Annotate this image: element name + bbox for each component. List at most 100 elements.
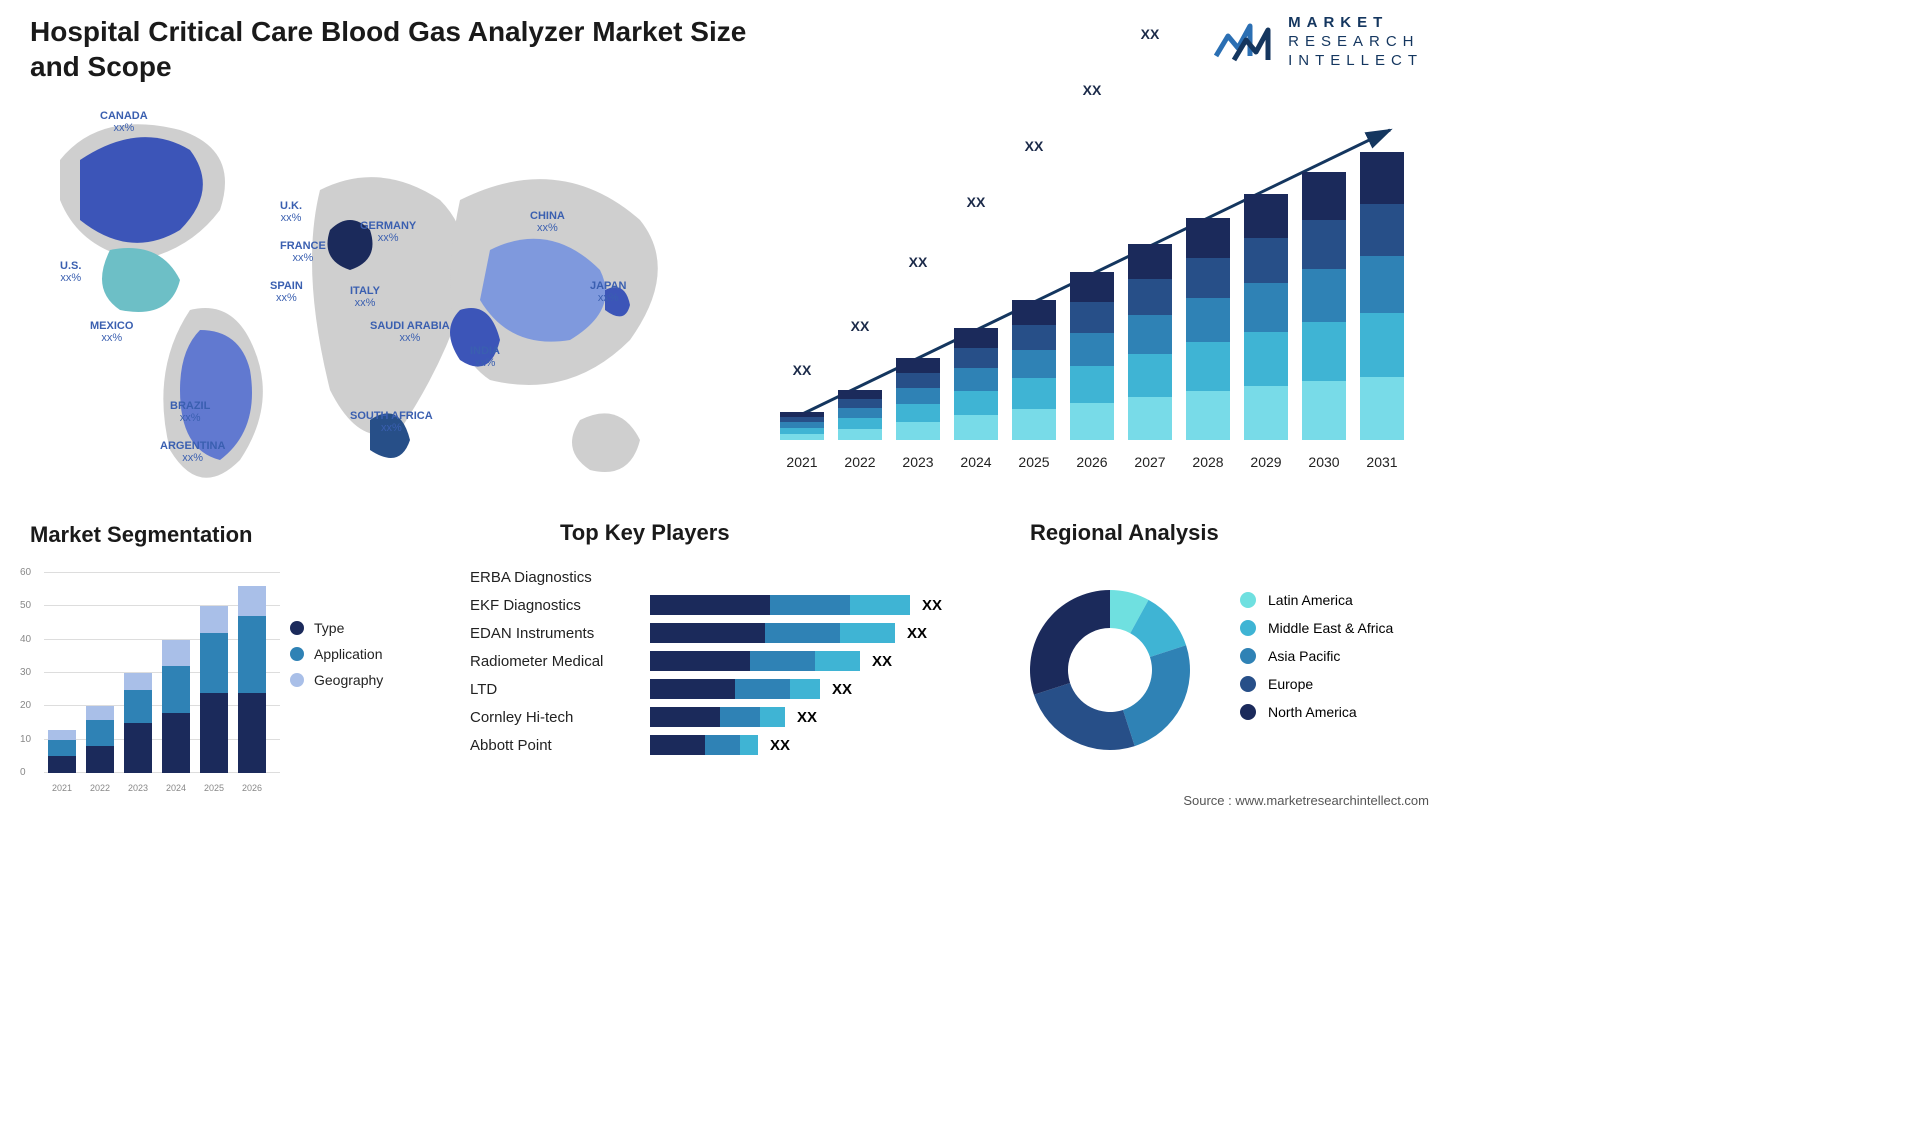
tkp-label: EDAN Instruments <box>470 625 650 642</box>
tkp-label: Abbott Point <box>470 737 650 754</box>
seg-bar-column <box>200 606 228 773</box>
main-bar-year-label: 2029 <box>1244 454 1288 470</box>
map-label: ITALYxx% <box>350 285 380 309</box>
regional-legend: Latin America Middle East & Africa Asia Pa… <box>1240 580 1393 732</box>
main-bar-column: XX <box>896 358 940 440</box>
main-bar-year-label: 2021 <box>780 454 824 470</box>
top-key-players-chart: ERBA Diagnostics EKF DiagnosticsXX EDAN In… <box>470 560 970 762</box>
donut-legend-item: Middle East & Africa <box>1240 620 1393 636</box>
seg-year-label: 2024 <box>162 783 190 793</box>
tkp-label: LTD <box>470 681 650 698</box>
donut-legend-item: Europe <box>1240 676 1393 692</box>
main-bar-value-label: XX <box>954 194 998 210</box>
seg-legend-item: Application <box>290 646 383 662</box>
brand-logo: MARKET RESEARCH INTELLECT <box>1214 14 1423 70</box>
main-bar-column: XX <box>1070 272 1114 440</box>
main-bar-column: XX <box>1244 194 1288 440</box>
tkp-value: XX <box>770 737 790 754</box>
main-bar-year-label: 2028 <box>1186 454 1230 470</box>
main-bar-column: XX <box>1012 300 1056 440</box>
donut-svg <box>1000 560 1220 780</box>
seg-y-tick: 50 <box>20 600 31 611</box>
tkp-value: XX <box>832 681 852 698</box>
seg-y-tick: 30 <box>20 667 31 678</box>
seg-legend-item: Geography <box>290 672 383 688</box>
tkp-row: EKF DiagnosticsXX <box>470 594 970 616</box>
main-bar-year-label: 2027 <box>1128 454 1172 470</box>
donut-legend-item: Asia Pacific <box>1240 648 1393 664</box>
seg-bar-column <box>162 640 190 773</box>
tkp-row: LTD XX <box>470 678 970 700</box>
donut-legend-item: Latin America <box>1240 592 1393 608</box>
seg-bar-column <box>124 673 152 773</box>
map-label: SAUDI ARABIAxx% <box>370 320 450 344</box>
tkp-label: Radiometer Medical <box>470 653 650 670</box>
main-bar-column: XX <box>1302 172 1346 440</box>
seg-y-tick: 10 <box>20 734 31 745</box>
tkp-bar <box>650 707 785 727</box>
seg-legend-item: Type <box>290 620 383 636</box>
map-label: INDIAxx% <box>470 345 500 369</box>
map-label: SOUTH AFRICAxx% <box>350 410 433 434</box>
map-label: ARGENTINAxx% <box>160 440 225 464</box>
main-bar-year-label: 2024 <box>954 454 998 470</box>
tkp-row: Cornley Hi-tech XX <box>470 706 970 728</box>
tkp-value: XX <box>907 625 927 642</box>
seg-bar-column <box>48 730 76 773</box>
tkp-bar <box>650 595 910 615</box>
tkp-row: Abbott Point XX <box>470 734 970 756</box>
tkp-row: EDAN Instruments XX <box>470 622 970 644</box>
tkp-bar <box>650 735 758 755</box>
main-bar-year-label: 2022 <box>838 454 882 470</box>
tkp-row: ERBA Diagnostics <box>470 566 970 588</box>
main-bar-column: XX <box>1128 244 1172 440</box>
tkp-label: Cornley Hi-tech <box>470 709 650 726</box>
tkp-label: ERBA Diagnostics <box>470 569 650 586</box>
main-bar-column: XX <box>1360 152 1404 440</box>
seg-year-label: 2025 <box>200 783 228 793</box>
main-bar-column: XX <box>780 412 824 440</box>
donut-legend-item: North America <box>1240 704 1393 720</box>
donut-slice <box>1030 590 1110 695</box>
logo-text: MARKET RESEARCH INTELLECT <box>1288 14 1423 70</box>
main-bar-year-label: 2026 <box>1070 454 1114 470</box>
segmentation-chart: 0102030405060202120222023202420252026 <box>20 565 280 795</box>
segmentation-header: Market Segmentation <box>30 522 253 548</box>
seg-y-tick: 60 <box>20 567 31 578</box>
main-bar-value-label: XX <box>1128 26 1172 42</box>
map-label: JAPANxx% <box>590 280 626 304</box>
main-bar-value-label: XX <box>838 318 882 334</box>
seg-bar-column <box>86 706 114 773</box>
main-bar-year-label: 2031 <box>1360 454 1404 470</box>
main-bar-column: XX <box>838 390 882 440</box>
donut-slice <box>1034 683 1135 750</box>
tkp-value: XX <box>922 597 942 614</box>
seg-year-label: 2023 <box>124 783 152 793</box>
main-bar-column: XX <box>1186 218 1230 440</box>
map-label: CANADAxx% <box>100 110 148 134</box>
donut-slice <box>1123 645 1190 746</box>
map-label: MEXICOxx% <box>90 320 133 344</box>
main-bar-year-label: 2023 <box>896 454 940 470</box>
main-bar-value-label: XX <box>896 254 940 270</box>
main-bar-chart: XXXXXXXXXXXXXXXXXXXXXX 20212022202320242… <box>770 120 1420 470</box>
main-bar-value-label: XX <box>1070 82 1114 98</box>
map-label: U.S.xx% <box>60 260 81 284</box>
seg-y-tick: 0 <box>20 767 26 778</box>
tkp-value: XX <box>797 709 817 726</box>
tkp-value: XX <box>872 653 892 670</box>
source-attribution: Source : www.marketresearchintellect.com <box>1183 793 1429 808</box>
logo-mark-icon <box>1214 18 1278 66</box>
main-bar-year-label: 2025 <box>1012 454 1056 470</box>
map-label: BRAZILxx% <box>170 400 210 424</box>
seg-y-tick: 20 <box>20 700 31 711</box>
main-bar-column: XX <box>954 328 998 440</box>
regional-analysis-header: Regional Analysis <box>1030 520 1219 546</box>
tkp-row: Radiometer Medical XX <box>470 650 970 672</box>
map-label: U.K.xx% <box>280 200 302 224</box>
main-bar-year-label: 2030 <box>1302 454 1346 470</box>
main-bar-value-label: XX <box>780 362 824 378</box>
map-label: FRANCExx% <box>280 240 326 264</box>
tkp-bar <box>650 623 895 643</box>
main-bar-value-label: XX <box>1012 138 1056 154</box>
